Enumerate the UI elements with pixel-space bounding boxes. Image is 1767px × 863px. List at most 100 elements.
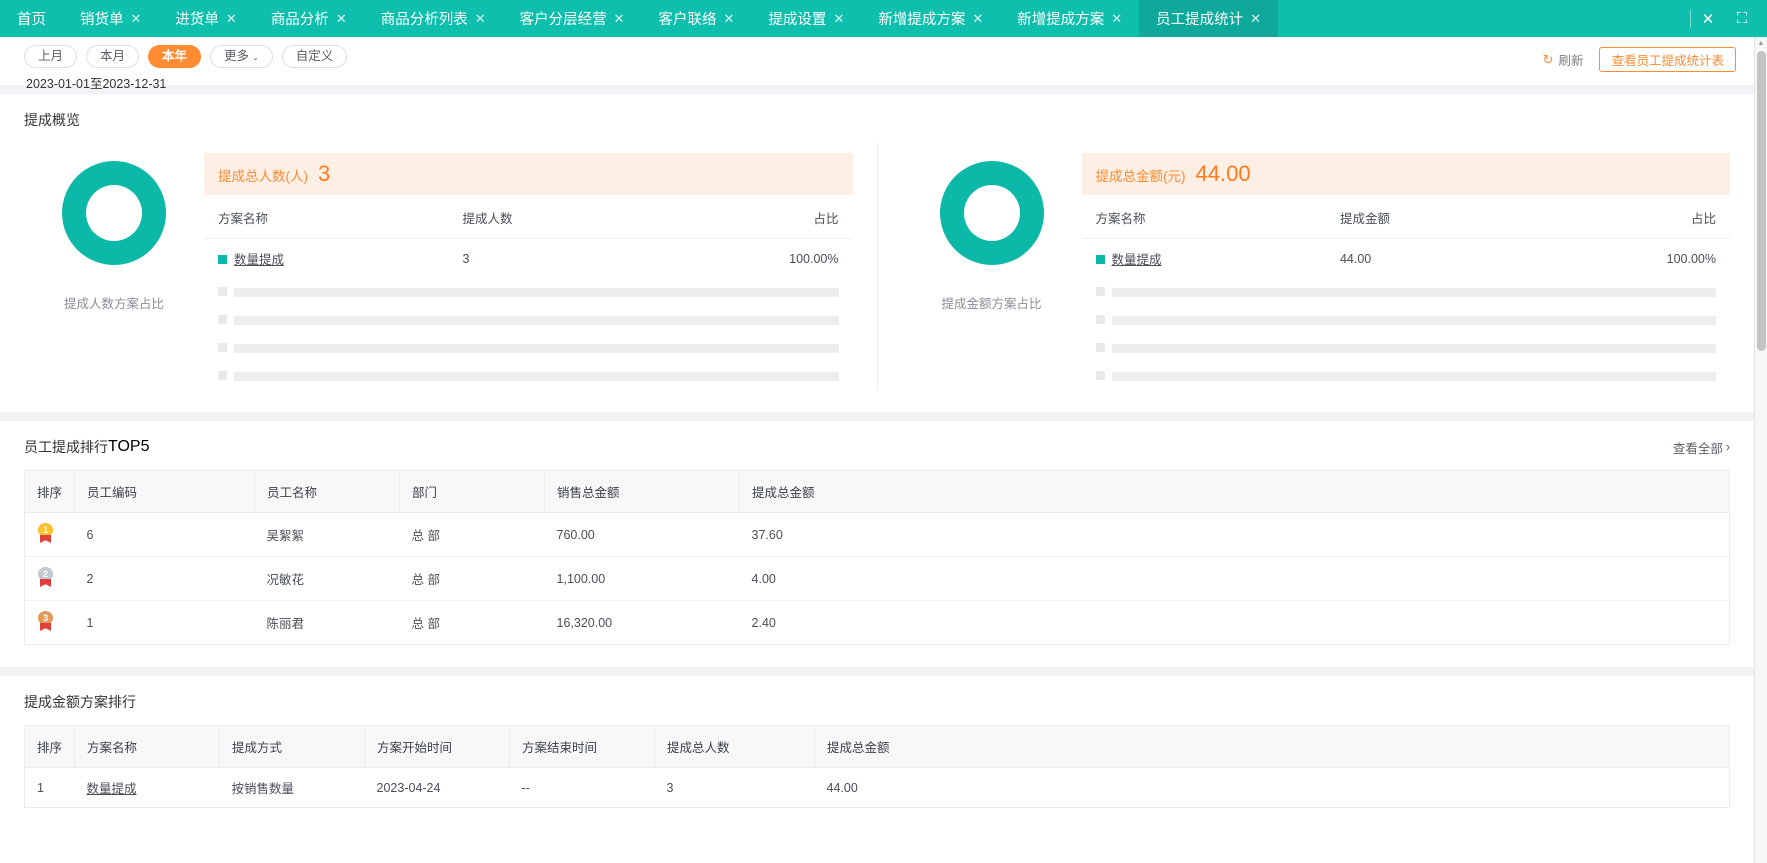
cell-rank: 3	[25, 601, 75, 645]
legend-skeleton-row	[204, 334, 853, 362]
cell-rank: 1	[37, 780, 44, 795]
tab-7[interactable]: 提成设置 ✕	[751, 0, 861, 37]
legend-percent-cell: 100.00%	[789, 251, 839, 266]
col-plan-name: 方案名称	[204, 195, 449, 239]
period-pill-2[interactable]: 本年	[148, 45, 202, 68]
table-row: 3 1 陈丽君 总 部 16,320.00 2.40	[25, 601, 1730, 645]
legend-skeleton-row	[1082, 362, 1731, 390]
legend-color-swatch	[218, 255, 227, 264]
rank-medal-icon: 3	[37, 611, 54, 631]
view-commission-report-button[interactable]: 查看员工提成统计表	[1599, 47, 1736, 72]
cell-dept: 总 部	[399, 512, 545, 557]
amount-stat-header: 提成总金额(元) 44.00	[1081, 153, 1730, 195]
tab-close-icon[interactable]: ✕	[1111, 11, 1123, 26]
chevron-right-icon: ›	[1725, 440, 1730, 454]
tab-close-icon[interactable]: ✕	[613, 11, 625, 26]
tab-close-icon[interactable]: ✕	[723, 11, 735, 26]
plan-name-link[interactable]: 数量提成	[234, 253, 285, 267]
table-row: 1 数量提成 按销售数量 2023-04-24 -- 3 44.00	[25, 768, 1730, 808]
filter-toolbar: 上月 本月 本年 更多 ⌄ 自定义 2023-01-01至2023-12-31 ↻ 刷新 …	[0, 37, 1754, 91]
cell-sales: 16,320.00	[556, 615, 613, 630]
skeleton-bar	[234, 344, 839, 354]
legend-skeleton-row	[204, 306, 853, 334]
legend-skeleton-row	[1082, 306, 1731, 334]
cell-people: 3	[666, 780, 674, 795]
amount-legend-table: 方案名称 提成金额 占比 数量提成 44.00 100.00%	[1081, 195, 1731, 391]
skeleton-bar	[234, 288, 839, 298]
cell-commission: 37.60	[739, 512, 1730, 557]
period-pill-row: 上月 本月 本年 更多 ⌄ 自定义	[24, 45, 348, 68]
col-0: 排序	[24, 725, 76, 768]
col-percent: 占比	[1528, 195, 1730, 239]
skeleton-cell	[204, 362, 853, 390]
legend-value-cell: 44.00	[1339, 251, 1372, 266]
period-pill-4[interactable]: 自定义	[281, 45, 348, 68]
period-pill-3[interactable]: 更多 ⌄	[210, 45, 273, 68]
legend-row: 数量提成 44.00 100.00%	[1082, 239, 1731, 279]
col-6: 提成总金额	[814, 725, 1730, 768]
people-legend-table: 方案名称 提成人数 占比 数量提成 3 100.00%	[204, 195, 853, 390]
tab-bar: 首页 销货单 ✕ 进货单 ✕ 商品分析 ✕ 商品分析列表 ✕ 客户分层经营 ✕ 客户联络 ✕ 提成设置 ✕ 新…	[0, 0, 1767, 37]
fullscreen-icon[interactable]: ⛶	[1736, 10, 1748, 27]
tab-label: 商品分析	[270, 12, 329, 28]
skeleton-swatch	[1095, 371, 1105, 380]
tab-1[interactable]: 销货单 ✕	[63, 0, 158, 37]
tab-2[interactable]: 进货单 ✕	[158, 0, 253, 37]
plan-name-link[interactable]: 数量提成	[1111, 253, 1162, 267]
tab-6[interactable]: 客户联络 ✕	[642, 0, 752, 37]
period-pill-1[interactable]: 本月	[86, 45, 140, 68]
period-pill-0[interactable]: 上月	[24, 45, 78, 68]
cell-mode: 按销售数量	[231, 782, 295, 796]
legend-skeleton-row	[1082, 334, 1731, 362]
divider	[1690, 9, 1691, 28]
legend-skeleton-row	[1082, 278, 1731, 306]
col-3: 部门	[399, 470, 546, 513]
tab-8[interactable]: 新增提成方案 ✕	[861, 0, 1000, 37]
period-filters: 上月 本月 本年 更多 ⌄ 自定义 2023-01-01至2023-12-31	[24, 45, 348, 92]
pill-label: 自定义	[295, 49, 334, 64]
tab-close-icon[interactable]: ✕	[474, 11, 486, 26]
tab-10[interactable]: 员工提成统计 ✕	[1139, 0, 1279, 37]
refresh-button[interactable]: ↻ 刷新	[1543, 50, 1584, 69]
tab-label: 首页	[17, 12, 46, 28]
plan-name-link[interactable]: 数量提成	[86, 782, 137, 796]
tab-close-icon[interactable]: ✕	[335, 11, 347, 26]
skeleton-bar	[1111, 372, 1716, 382]
tab-5[interactable]: 客户分层经营 ✕	[503, 0, 642, 37]
tab-3[interactable]: 商品分析 ✕	[254, 0, 364, 37]
refresh-icon: ↻	[1542, 51, 1554, 67]
tab-label: 客户分层经营	[519, 12, 607, 28]
tab-close-icon[interactable]: ✕	[225, 11, 237, 26]
tab-label: 新增提成方案	[878, 12, 966, 28]
date-range-label: 2023-01-01至2023-12-31	[26, 77, 167, 91]
cell-commission: 4.00	[739, 556, 1730, 601]
tab-9[interactable]: 新增提成方案 ✕	[1000, 0, 1139, 37]
skeleton-swatch	[218, 287, 227, 296]
skeleton-bar	[1111, 288, 1716, 298]
people-stat-header: 提成总人数(人) 3	[204, 153, 853, 195]
donut-ring	[939, 161, 1044, 265]
page-scroll-area: 上月 本月 本年 更多 ⌄ 自定义 2023-01-01至2023-12-31 ↻ 刷新 …	[0, 37, 1767, 863]
scrollbar-thumb[interactable]	[1757, 51, 1766, 351]
tab-close-icon[interactable]: ✕	[972, 11, 984, 26]
skeleton-cell	[1082, 278, 1731, 306]
people-overview-section: 提成人数方案占比 提成总人数(人) 3 方案名称 提成人数 占比	[0, 143, 877, 390]
tab-0[interactable]: 首页	[0, 0, 63, 37]
amount-legend-body: 数量提成 44.00 100.00%	[1082, 239, 1731, 391]
employee-ranking-table: 排序 员工编码 员工名称 部门 销售总金额 提成总金额 1 6 吴絮絮总 部 760.00 37.…	[24, 470, 1730, 645]
vertical-scrollbar[interactable]: ▲	[1754, 37, 1767, 863]
tab-label: 客户联络	[658, 12, 717, 28]
donut-ring	[62, 161, 166, 265]
tab-close-icon[interactable]: ✕	[1250, 11, 1262, 26]
refresh-label: 刷新	[1558, 54, 1584, 68]
tab-close-icon[interactable]: ✕	[833, 11, 845, 26]
tab-4[interactable]: 商品分析列表 ✕	[364, 0, 503, 37]
skeleton-bar	[234, 316, 839, 326]
cell-amount: 44.00	[826, 780, 858, 795]
cell-sales: 1,100.00	[544, 556, 740, 601]
scroll-up-icon[interactable]: ▲	[1757, 40, 1765, 47]
cell-sales: 760.00	[544, 512, 740, 557]
view-all-button[interactable]: 查看全部 ›	[1673, 438, 1730, 457]
tab-close-icon[interactable]: ✕	[130, 11, 142, 26]
close-icon[interactable]: ✕	[1701, 10, 1715, 28]
